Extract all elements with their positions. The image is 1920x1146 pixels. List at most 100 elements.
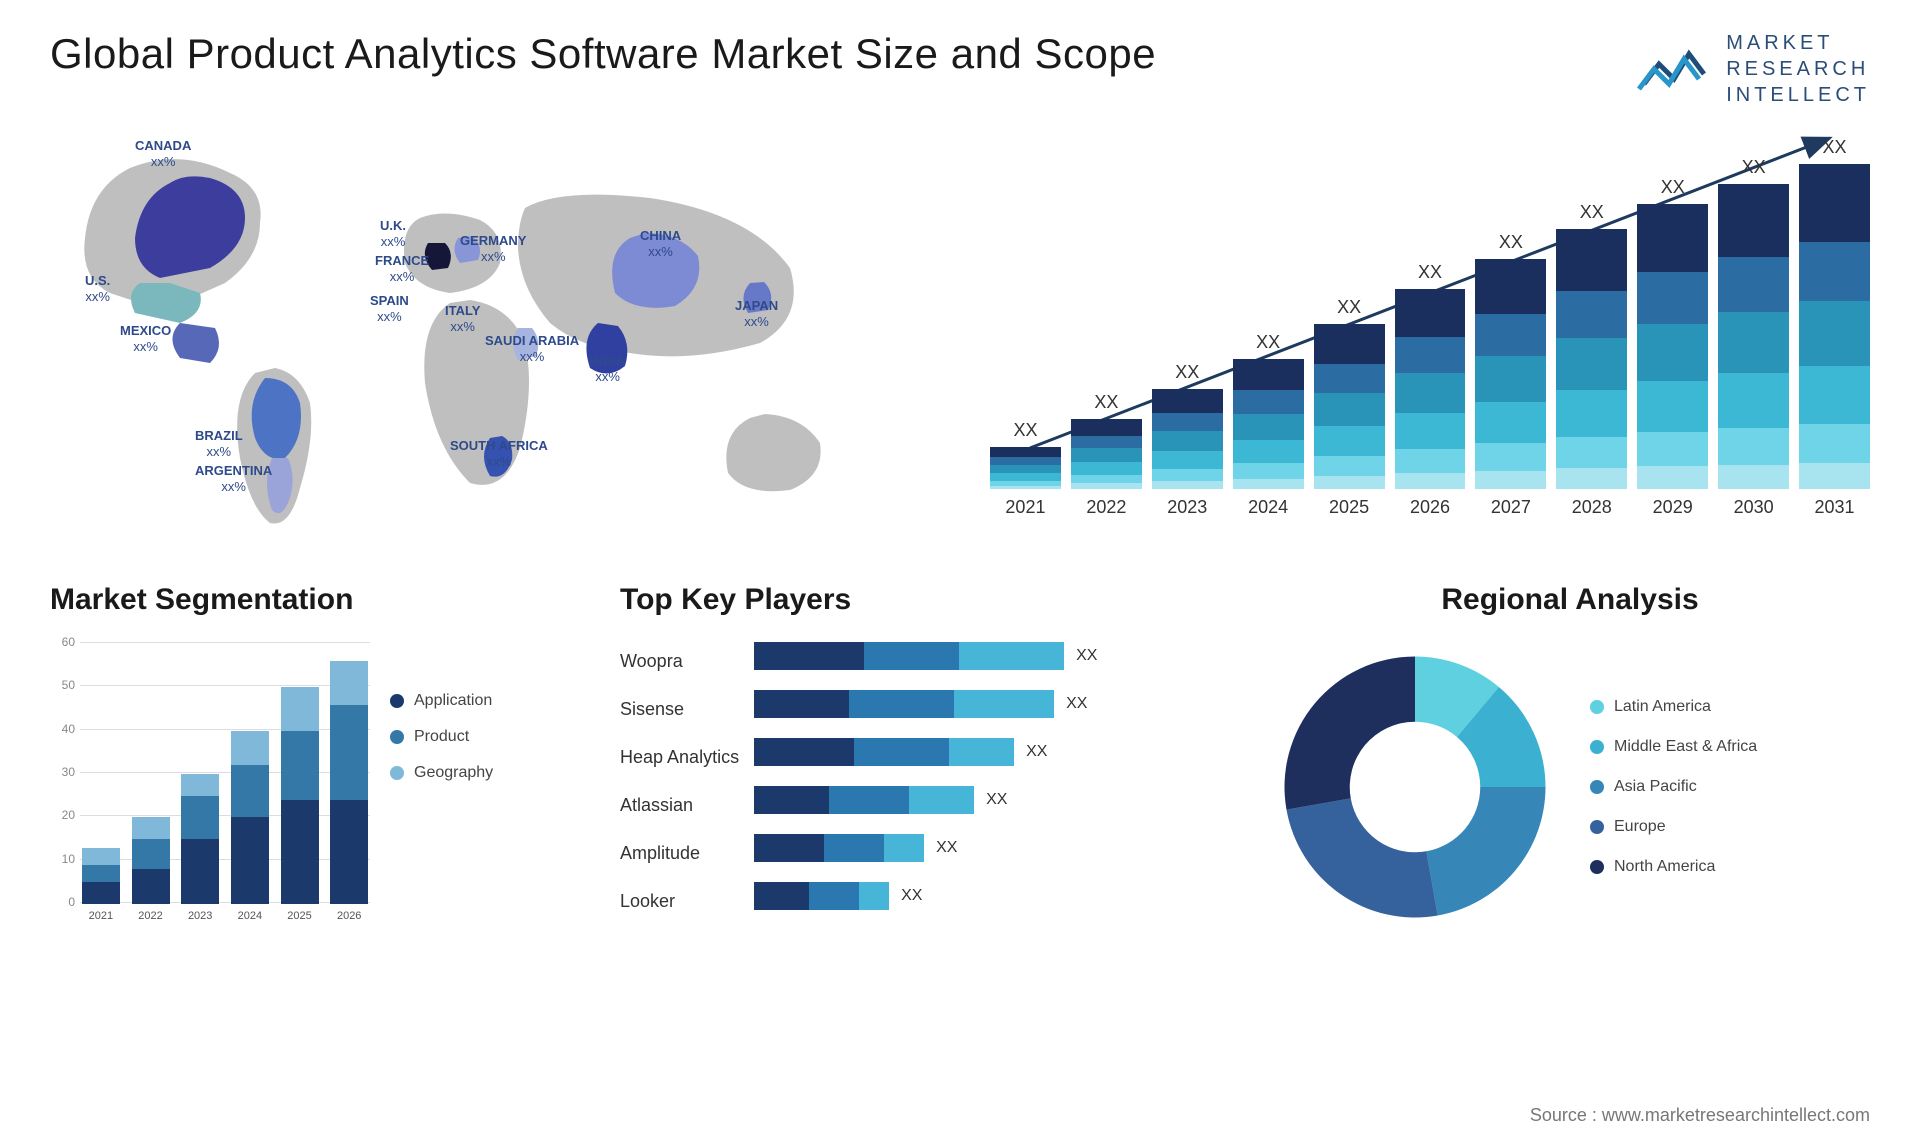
- logo-line2: RESEARCH: [1726, 56, 1870, 82]
- forecast-bar-seg: [990, 447, 1061, 457]
- player-bar: [754, 690, 1054, 718]
- forecast-bar-stack: [1718, 184, 1789, 489]
- forecast-bar-seg: [1475, 471, 1546, 489]
- forecast-bar-seg: [1799, 424, 1870, 463]
- map-label: ITALYxx%: [445, 303, 480, 334]
- forecast-bar-seg: [1152, 451, 1223, 469]
- legend-label: Product: [414, 728, 469, 746]
- forecast-bar-value: XX: [1256, 332, 1280, 353]
- forecast-bar-seg: [1556, 437, 1627, 468]
- forecast-bar-seg: [1395, 289, 1466, 337]
- seg-bar-seg: [330, 661, 368, 704]
- forecast-bar-seg: [1799, 463, 1870, 489]
- forecast-bar-year: 2029: [1653, 497, 1693, 518]
- forecast-bar-value: XX: [1418, 262, 1442, 283]
- y-tick: 30: [62, 765, 75, 779]
- logo-line1: MARKET: [1726, 30, 1870, 56]
- legend-item: North America: [1590, 858, 1757, 876]
- forecast-bar-seg: [1071, 436, 1142, 449]
- seg-bar-seg: [82, 865, 120, 882]
- legend-label: Asia Pacific: [1614, 778, 1697, 796]
- header: Global Product Analytics Software Market…: [50, 30, 1870, 108]
- legend-label: Europe: [1614, 818, 1666, 836]
- player-bar: [754, 834, 924, 862]
- gridline: [80, 685, 370, 686]
- seg-bar-stack: [82, 848, 120, 904]
- y-tick: 20: [62, 808, 75, 822]
- donut-slice: [1426, 787, 1545, 916]
- map-label: MEXICOxx%: [120, 323, 171, 354]
- seg-bar-seg: [82, 882, 120, 904]
- map-label: SAUDI ARABIAxx%: [485, 333, 579, 364]
- forecast-bar: XX2026: [1395, 262, 1466, 518]
- player-label: Woopra: [620, 647, 739, 675]
- forecast-bar-stack: [1475, 259, 1546, 489]
- forecast-bar-year: 2022: [1086, 497, 1126, 518]
- regional-title: Regional Analysis: [1270, 583, 1870, 617]
- forecast-bar-seg: [1233, 440, 1304, 463]
- legend-label: Geography: [414, 764, 493, 782]
- legend-item: Product: [390, 728, 493, 746]
- seg-bar-year: 2021: [89, 910, 113, 922]
- logo-icon: [1634, 39, 1714, 99]
- forecast-bar-seg: [1395, 413, 1466, 449]
- forecast-bar-seg: [1314, 426, 1385, 456]
- gridline: [80, 642, 370, 643]
- world-map: CANADAxx%U.S.xx%MEXICOxx%BRAZILxx%ARGENT…: [50, 128, 950, 548]
- forecast-bar: XX 2028: [1556, 202, 1627, 518]
- seg-bar-year: 2025: [287, 910, 311, 922]
- seg-bar-seg: [132, 817, 170, 839]
- legend-dot: [1590, 860, 1604, 874]
- forecast-bar-seg: [1152, 389, 1223, 413]
- forecast-chart: XX2021XX2022XX2023XX2024XX2025XX2026XX20…: [990, 128, 1870, 548]
- player-bar-seg: [829, 786, 909, 814]
- forecast-bar-seg: [1314, 324, 1385, 364]
- forecast-bar-seg: [1233, 479, 1304, 489]
- legend-label: North America: [1614, 858, 1715, 876]
- forecast-bar: XX2023: [1152, 362, 1223, 518]
- map-label: U.S.xx%: [85, 273, 110, 304]
- seg-bar-seg: [281, 687, 319, 730]
- map-label: SPAINxx%: [370, 293, 409, 324]
- player-bar: [754, 882, 889, 910]
- player-label: Amplitude: [620, 839, 739, 867]
- player-bar-seg: [884, 834, 924, 862]
- segmentation-legend: Application Product Geography: [390, 642, 493, 922]
- legend-dot: [390, 730, 404, 744]
- map-label: SOUTH AFRICAxx%: [450, 438, 548, 469]
- forecast-bar-seg: [990, 486, 1061, 489]
- forecast-bar-seg: [1799, 164, 1870, 242]
- logo-text: MARKET RESEARCH INTELLECT: [1726, 30, 1870, 108]
- logo: MARKET RESEARCH INTELLECT: [1634, 30, 1870, 108]
- forecast-bar-stack: [1314, 324, 1385, 489]
- forecast-bar-seg: [1799, 366, 1870, 425]
- forecast-bar-seg: [1314, 476, 1385, 489]
- player-value: XX: [1066, 695, 1087, 713]
- forecast-bar-value: XX: [1823, 137, 1847, 158]
- forecast-bar-seg: [1718, 428, 1789, 465]
- player-bar-seg: [754, 738, 854, 766]
- forecast-bar-seg: [1637, 204, 1708, 272]
- player-row: XX: [754, 738, 1240, 766]
- map-label: FRANCExx%: [375, 253, 429, 284]
- player-row: XX: [754, 642, 1240, 670]
- forecast-bar-seg: [1071, 448, 1142, 462]
- seg-bar-stack: [281, 687, 319, 904]
- forecast-bar-seg: [1637, 432, 1708, 466]
- legend-item: Application: [390, 692, 493, 710]
- forecast-bar: XX2031: [1799, 137, 1870, 518]
- forecast-bar-seg: [1556, 468, 1627, 489]
- forecast-bar-stack: [990, 447, 1061, 489]
- forecast-bar-seg: [1233, 359, 1304, 390]
- legend-item: Latin America: [1590, 698, 1757, 716]
- player-bar-seg: [859, 882, 889, 910]
- forecast-bar-seg: [1395, 449, 1466, 473]
- forecast-bar-year: 2028: [1572, 497, 1612, 518]
- forecast-bar-value: XX: [1742, 157, 1766, 178]
- forecast-bar-value: XX: [1580, 202, 1604, 223]
- forecast-bar-value: XX: [1499, 232, 1523, 253]
- donut-slice: [1286, 798, 1437, 917]
- legend-label: Application: [414, 692, 492, 710]
- map-label: GERMANYxx%: [460, 233, 526, 264]
- map-label: U.K.xx%: [380, 218, 406, 249]
